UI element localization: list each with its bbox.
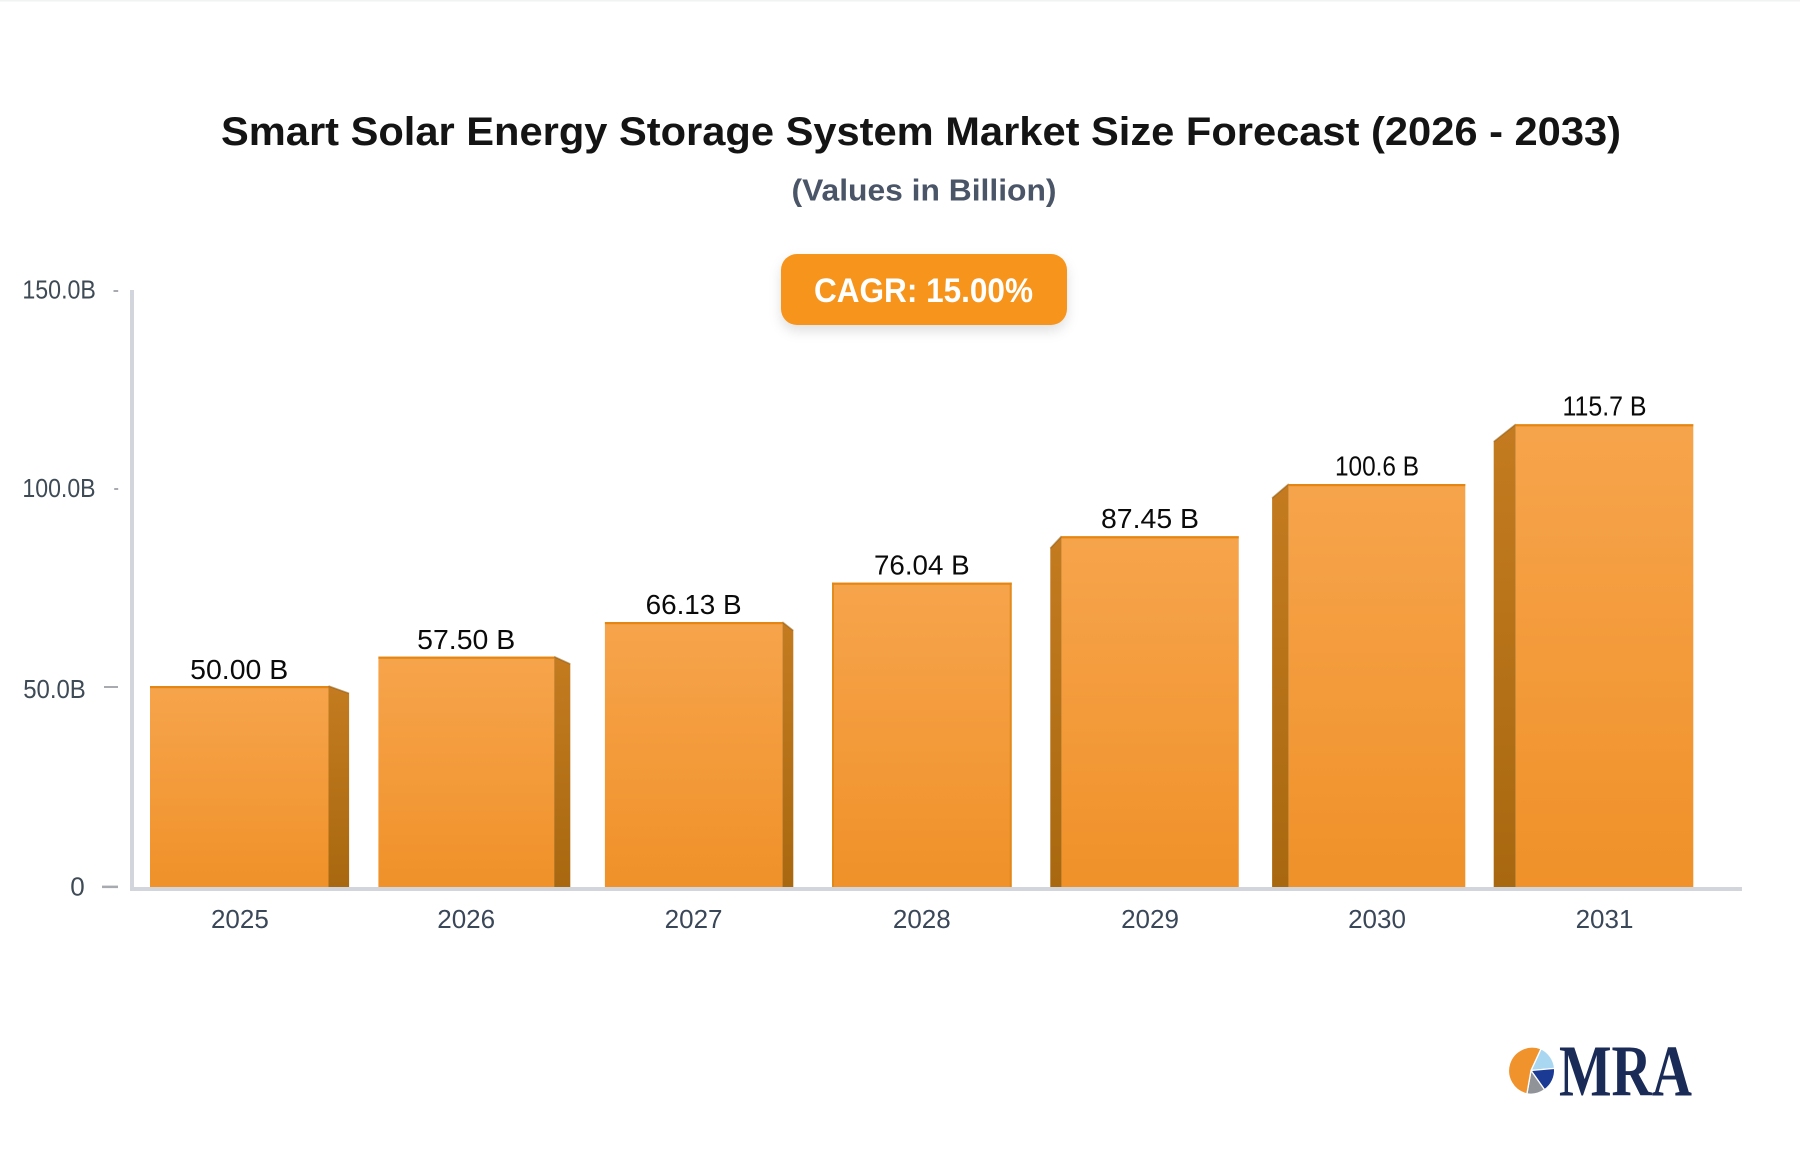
- svg-text:115.7 B: 115.7 B: [1563, 390, 1647, 421]
- svg-text:2025: 2025: [211, 904, 269, 934]
- svg-text:87.45 B: 87.45 B: [1101, 503, 1199, 534]
- svg-text:MRA: MRA: [1559, 1031, 1692, 1112]
- svg-text:2030: 2030: [1348, 904, 1406, 934]
- svg-text:76.04 B: 76.04 B: [874, 550, 970, 581]
- svg-text:50.0B: 50.0B: [23, 674, 86, 704]
- svg-text:2028: 2028: [893, 904, 951, 934]
- svg-text:57.50 B: 57.50 B: [417, 624, 515, 655]
- svg-text:2026: 2026: [437, 904, 495, 934]
- svg-text:50.00 B: 50.00 B: [190, 654, 288, 685]
- svg-text:2027: 2027: [665, 904, 723, 934]
- svg-text:66.13 B: 66.13 B: [646, 589, 742, 620]
- svg-text:2031: 2031: [1576, 904, 1634, 934]
- svg-text:100.6 B: 100.6 B: [1335, 450, 1419, 481]
- svg-text:150.0B: 150.0B: [22, 275, 96, 305]
- svg-text:100.0B: 100.0B: [22, 473, 95, 503]
- svg-text:CAGR: 15.00%: CAGR: 15.00%: [814, 272, 1033, 310]
- svg-text:Smart Solar Energy Storage Sys: Smart Solar Energy Storage System Market…: [221, 110, 1621, 154]
- svg-text:(Values in Billion): (Values in Billion): [792, 173, 1057, 208]
- svg-text:2029: 2029: [1121, 904, 1179, 934]
- svg-text:0: 0: [70, 872, 84, 902]
